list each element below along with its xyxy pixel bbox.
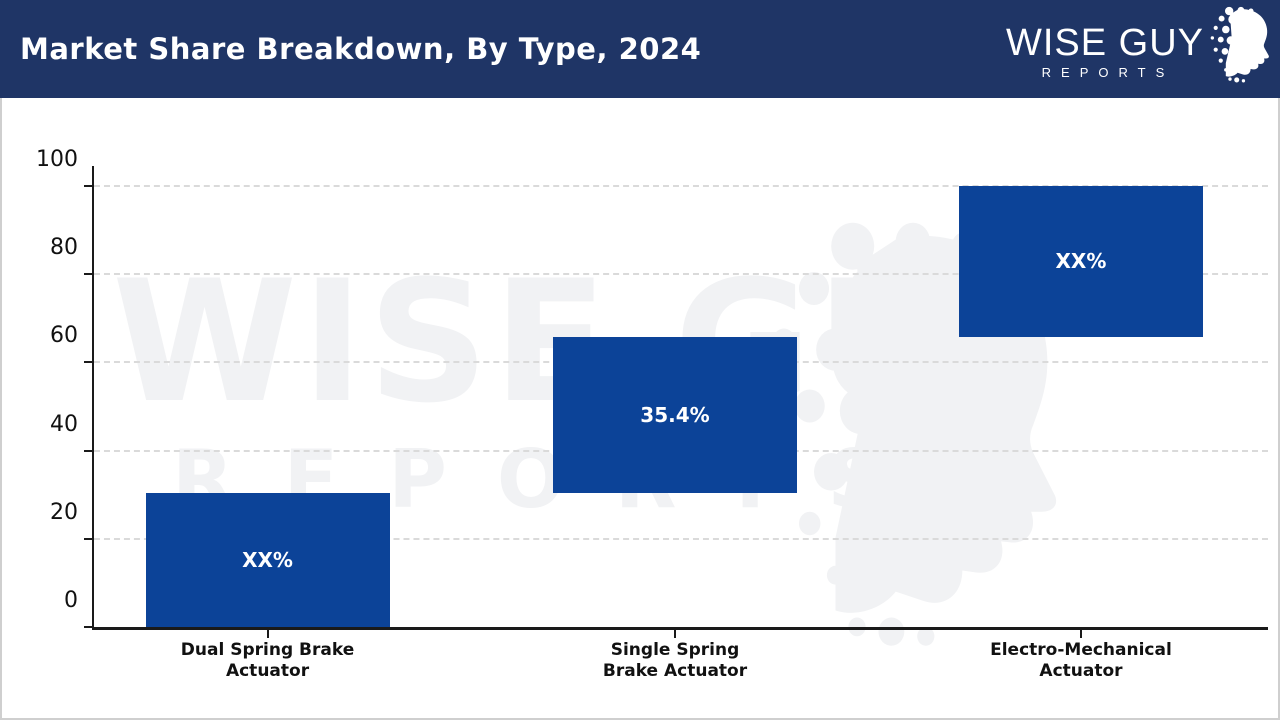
bar-value-label: 35.4%: [640, 402, 710, 427]
y-axis-tick-label: 100: [36, 147, 78, 172]
x-axis-category-label: Electro-Mechanical Actuator: [990, 640, 1172, 681]
header-bar: Market Share Breakdown, By Type, 2024 WI…: [0, 0, 1280, 98]
bar-segment: XX%: [145, 492, 390, 627]
y-axis-tick: [84, 449, 92, 452]
logo-wordmark-main: WISE GUY: [1005, 22, 1204, 64]
gridline: [94, 273, 1268, 276]
gridline: [94, 537, 1268, 540]
y-axis-tick: [84, 361, 92, 364]
wiseguy-logo: WISE GUY REPORTS: [1006, 6, 1272, 90]
logo-wordmark: WISE GUY REPORTS: [1006, 24, 1204, 80]
y-axis-tick-label: 60: [50, 323, 78, 349]
bar-value-label: XX%: [242, 547, 293, 572]
plot-area: 0 20 40 60 80 100 XX% Dual Spring Brake Actuator…: [36, 147, 1268, 681]
x-axis-tick: [1079, 630, 1082, 638]
y-axis-tick-label: 40: [50, 411, 78, 437]
x-axis-tick: [266, 630, 269, 638]
bar-segment: 35.4%: [553, 336, 797, 493]
logo-head-icon: [1210, 6, 1269, 83]
y-axis-tick-label: 20: [50, 499, 78, 525]
y-axis-tick: [84, 185, 92, 187]
x-axis-category-label: Dual Spring Brake Actuator: [180, 640, 355, 681]
y-axis-tick: [84, 273, 92, 276]
bar-segment: XX%: [958, 186, 1203, 337]
x-axis-category-label: Single Spring Brake Actuator: [602, 640, 748, 681]
y-axis-tick-label: 0: [64, 588, 78, 613]
y-axis-tick: [84, 626, 92, 628]
y-axis-tick-label: 80: [50, 235, 78, 261]
x-axis-tick: [674, 630, 676, 638]
gridline: [94, 185, 1268, 187]
page-title: Market Share Breakdown, By Type, 2024: [20, 32, 702, 66]
y-axis-tick: [84, 537, 92, 540]
bar-value-label: XX%: [1055, 249, 1107, 274]
logo-wordmark-sub: REPORTS: [1041, 65, 1175, 80]
